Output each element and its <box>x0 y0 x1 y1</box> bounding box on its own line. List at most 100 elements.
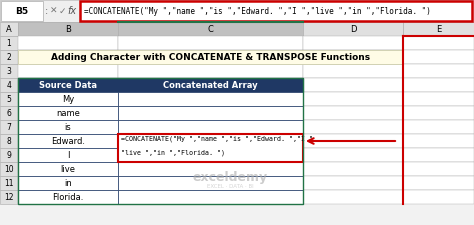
Bar <box>18 78 303 204</box>
Bar <box>303 64 403 78</box>
Text: D: D <box>350 25 356 34</box>
Bar <box>18 92 118 106</box>
Text: 11: 11 <box>4 178 14 187</box>
Bar <box>303 50 403 64</box>
Bar <box>403 134 474 148</box>
Text: 1: 1 <box>7 38 11 47</box>
Text: Edward.: Edward. <box>51 137 85 146</box>
Text: 2: 2 <box>7 52 11 61</box>
Bar <box>403 50 474 64</box>
Bar <box>303 190 403 204</box>
Bar <box>0 36 18 50</box>
Text: name: name <box>56 108 80 117</box>
Bar <box>303 78 403 92</box>
Bar <box>303 148 403 162</box>
Bar <box>0 176 18 190</box>
Bar <box>1 1 43 21</box>
Bar <box>403 120 474 134</box>
Bar <box>118 78 303 92</box>
Text: 8: 8 <box>7 137 11 146</box>
Bar <box>403 64 474 78</box>
Bar <box>118 106 303 120</box>
Text: B5: B5 <box>16 7 28 16</box>
Bar <box>303 162 403 176</box>
Bar <box>18 134 118 148</box>
Bar <box>303 22 403 36</box>
Bar <box>0 50 18 64</box>
Bar <box>0 0 474 22</box>
Bar <box>18 176 118 190</box>
Text: I: I <box>67 151 69 160</box>
Text: =CONCATENATE("My ","name ","is ","Edward. ","I ",: =CONCATENATE("My ","name ","is ","Edward… <box>121 136 317 142</box>
Bar <box>0 148 18 162</box>
Bar <box>18 162 118 176</box>
Bar <box>118 36 303 50</box>
Bar <box>18 148 118 162</box>
Text: Source Data: Source Data <box>39 81 97 90</box>
Bar <box>118 148 303 162</box>
Bar <box>18 22 118 36</box>
Bar <box>18 50 118 64</box>
Text: 5: 5 <box>7 94 11 104</box>
Bar <box>403 78 474 92</box>
Bar <box>0 162 18 176</box>
Bar <box>0 120 18 134</box>
Bar <box>0 190 18 204</box>
Text: live: live <box>61 164 75 173</box>
Bar <box>303 36 403 50</box>
Text: My: My <box>62 94 74 104</box>
Bar <box>18 36 118 50</box>
Bar <box>18 78 118 92</box>
Bar <box>18 190 118 204</box>
Text: fx: fx <box>67 6 77 16</box>
Text: 12: 12 <box>4 193 14 202</box>
Bar <box>118 134 303 162</box>
Bar <box>403 148 474 162</box>
Text: 7: 7 <box>7 122 11 131</box>
Bar <box>403 190 474 204</box>
Bar <box>18 134 118 148</box>
Bar <box>403 106 474 120</box>
Text: Concatenated Array: Concatenated Array <box>163 81 258 90</box>
Bar <box>118 64 303 78</box>
Bar <box>118 120 303 134</box>
Bar <box>118 50 303 64</box>
Bar <box>18 106 118 120</box>
Text: B: B <box>65 25 71 34</box>
Bar <box>118 78 303 92</box>
Bar <box>18 148 118 162</box>
Bar <box>18 120 118 134</box>
Bar <box>118 190 303 204</box>
Bar <box>118 92 303 106</box>
Bar <box>0 64 18 78</box>
Text: 3: 3 <box>7 67 11 76</box>
Text: 10: 10 <box>4 164 14 173</box>
Text: "live ","in ","Florida. "): "live ","in ","Florida. ") <box>121 149 225 155</box>
Bar <box>403 92 474 106</box>
Bar <box>18 50 403 64</box>
Text: in: in <box>64 178 72 187</box>
Text: 4: 4 <box>7 81 11 90</box>
Text: A: A <box>6 25 12 34</box>
Bar <box>118 106 303 120</box>
Bar <box>403 162 474 176</box>
Bar <box>118 92 303 106</box>
Bar <box>118 162 303 176</box>
Text: exceldemy: exceldemy <box>193 171 268 184</box>
Bar <box>80 1 472 21</box>
Bar <box>18 106 118 120</box>
Bar <box>18 176 118 190</box>
Bar <box>118 190 303 204</box>
Text: ✓: ✓ <box>58 7 66 16</box>
Bar <box>118 148 303 162</box>
Text: Florida.: Florida. <box>52 193 84 202</box>
Bar <box>403 176 474 190</box>
Text: =CONCATENATE("My ","name ","is ","Edward. ","I ","live ","in ","Florida. "): =CONCATENATE("My ","name ","is ","Edward… <box>84 7 431 16</box>
Text: :: : <box>46 6 49 16</box>
Bar <box>403 22 474 36</box>
Bar <box>0 134 18 148</box>
Bar <box>118 176 303 190</box>
Text: C: C <box>208 25 213 34</box>
Bar <box>118 134 303 148</box>
Bar <box>0 78 18 92</box>
